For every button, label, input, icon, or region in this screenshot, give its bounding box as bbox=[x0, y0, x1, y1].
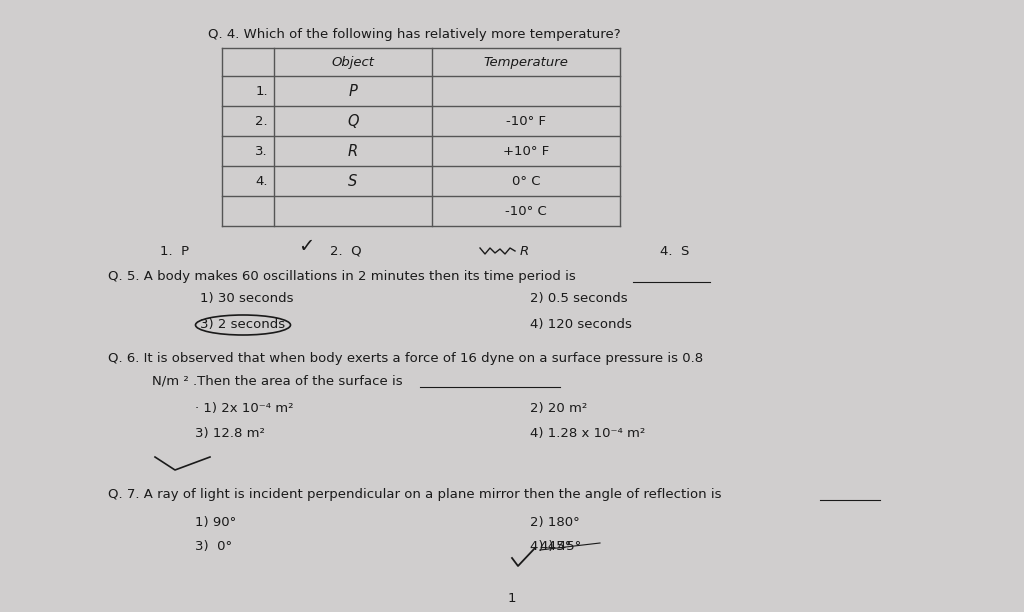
Text: R: R bbox=[348, 143, 358, 159]
Text: 1) 90°: 1) 90° bbox=[195, 516, 237, 529]
Text: -10° C: -10° C bbox=[505, 204, 547, 217]
Text: 2.: 2. bbox=[255, 114, 268, 127]
Text: P: P bbox=[348, 83, 357, 99]
Text: R: R bbox=[520, 245, 529, 258]
Text: 4.: 4. bbox=[256, 174, 268, 187]
Text: 1: 1 bbox=[508, 592, 516, 605]
Text: 4) 45°: 4) 45° bbox=[540, 540, 582, 553]
Text: 1) 30 seconds: 1) 30 seconds bbox=[200, 292, 294, 305]
Text: 1.  P: 1. P bbox=[160, 245, 189, 258]
Text: 3) 12.8 m²: 3) 12.8 m² bbox=[195, 427, 265, 440]
Text: Object: Object bbox=[332, 56, 375, 69]
Text: · 1) 2x 10⁻⁴ m²: · 1) 2x 10⁻⁴ m² bbox=[195, 402, 294, 415]
Text: 1.: 1. bbox=[255, 84, 268, 97]
Text: 2.  Q: 2. Q bbox=[330, 245, 361, 258]
Text: 4) 120 seconds: 4) 120 seconds bbox=[530, 318, 632, 331]
Text: ✓: ✓ bbox=[298, 236, 314, 255]
Text: Temperature: Temperature bbox=[483, 56, 568, 69]
Text: Q: Q bbox=[347, 113, 358, 129]
Text: -10° F: -10° F bbox=[506, 114, 546, 127]
Text: Q. 5. A body makes 60 oscillations in 2 minutes then its time period is: Q. 5. A body makes 60 oscillations in 2 … bbox=[108, 270, 575, 283]
Text: S: S bbox=[348, 173, 357, 188]
Text: 3) 2 seconds: 3) 2 seconds bbox=[200, 318, 285, 331]
Text: 3.: 3. bbox=[255, 144, 268, 157]
Text: 4.  S: 4. S bbox=[660, 245, 689, 258]
Text: 2) 20 m²: 2) 20 m² bbox=[530, 402, 587, 415]
Text: N/m ² .Then the area of the surface is: N/m ² .Then the area of the surface is bbox=[152, 374, 402, 387]
Text: Q. 4. Which of the following has relatively more temperature?: Q. 4. Which of the following has relativ… bbox=[208, 28, 621, 41]
Text: 2) 0.5 seconds: 2) 0.5 seconds bbox=[530, 292, 628, 305]
Text: 4) 1.28 x 10⁻⁴ m²: 4) 1.28 x 10⁻⁴ m² bbox=[530, 427, 645, 440]
Text: 4) 45°: 4) 45° bbox=[530, 540, 571, 553]
Text: Q. 7. A ray of light is incident perpendicular on a plane mirror then the angle : Q. 7. A ray of light is incident perpend… bbox=[108, 488, 722, 501]
Text: Q. 6. It is observed that when body exerts a force of 16 dyne on a surface press: Q. 6. It is observed that when body exer… bbox=[108, 352, 703, 365]
Text: 3)  0°: 3) 0° bbox=[195, 540, 232, 553]
Text: 2) 180°: 2) 180° bbox=[530, 516, 580, 529]
Text: +10° F: +10° F bbox=[503, 144, 549, 157]
Text: 0° C: 0° C bbox=[512, 174, 541, 187]
